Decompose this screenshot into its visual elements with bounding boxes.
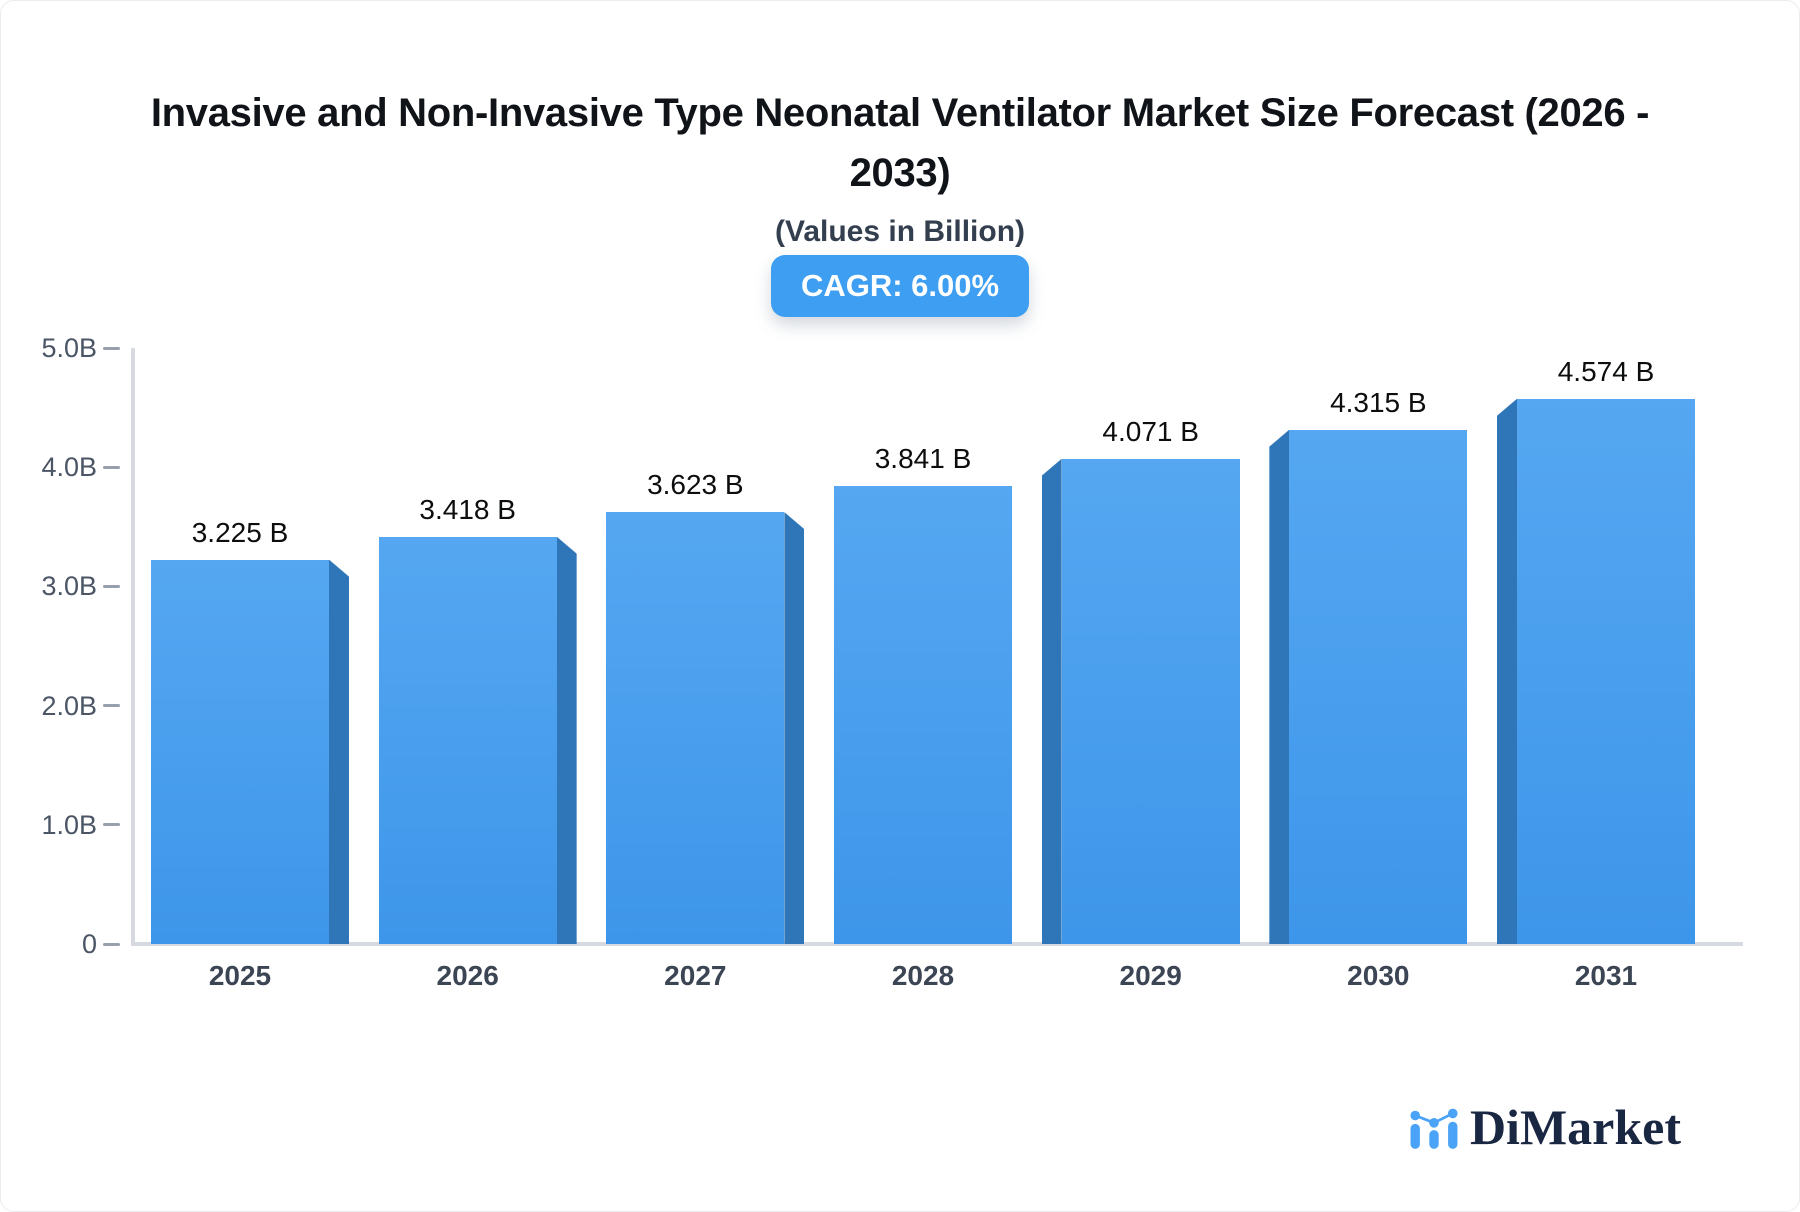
x-axis-line — [131, 942, 1743, 946]
bar-2027 — [606, 512, 785, 944]
y-tick-label: 5.0B — [41, 333, 97, 363]
bar-value-label: 4.071 B — [1102, 415, 1199, 447]
bar-2025 — [151, 559, 329, 944]
bar-side-panel — [784, 512, 805, 944]
y-tick-label: 3.0B — [41, 571, 97, 602]
y-tick-dash — [103, 584, 120, 588]
bar-side-panel — [1497, 398, 1517, 944]
y-tick-dash — [103, 823, 120, 827]
x-tick-label: 2030 — [1347, 960, 1410, 991]
x-tick-label: 2029 — [1119, 960, 1182, 991]
y-tick-label: 2.0B — [41, 690, 97, 721]
dimarket-logo-text: DiMarket — [1469, 1099, 1681, 1155]
bar-side-panel — [1041, 458, 1062, 944]
chart-subtitle: (Values in Billion) — [774, 215, 1026, 248]
y-tick-dash — [103, 942, 120, 946]
bar-side-panel — [556, 536, 577, 944]
y-axis-line — [131, 348, 135, 944]
x-tick-label: 2027 — [664, 960, 727, 991]
bar-side-panel — [329, 559, 349, 944]
bar-value-label: 4.315 B — [1330, 386, 1427, 418]
bar-2028 — [834, 486, 1012, 944]
bar-2029 — [1061, 458, 1240, 944]
bar-value-label: 3.623 B — [647, 469, 744, 501]
bar-side-panel — [1269, 429, 1290, 944]
x-tick-label: 2025 — [208, 960, 272, 991]
dimarket-logo: DiMarket — [1410, 1099, 1681, 1155]
bar-2031 — [1517, 398, 1695, 944]
chart-title: Invasive and Non-Invasive Type Neonatal … — [150, 91, 1650, 195]
y-tick-dash — [103, 704, 120, 708]
y-tick-label: 1.0B — [41, 809, 97, 840]
cagr-badge: CAGR: 6.00% — [770, 255, 1030, 317]
y-tick-dash — [103, 346, 120, 350]
bar-value-label: 3.841 B — [874, 443, 972, 475]
y-tick-dash — [103, 465, 120, 469]
x-tick-label: 2031 — [1574, 960, 1638, 991]
bar-2026 — [378, 536, 557, 944]
y-tick-label: 4.0B — [41, 452, 97, 483]
y-tick-label: 0 — [81, 929, 97, 959]
bar-value-label: 4.574 B — [1557, 355, 1655, 387]
bar-value-label: 3.225 B — [191, 516, 289, 548]
bar-value-label: 3.418 B — [419, 493, 516, 525]
bar-line-chart-icon — [1410, 1108, 1458, 1149]
x-tick-label: 2026 — [436, 960, 499, 991]
x-tick-label: 2028 — [891, 960, 955, 991]
chart-header: Invasive and Non-Invasive Type Neonatal … — [1, 1, 1799, 317]
bar-2030 — [1289, 429, 1468, 944]
